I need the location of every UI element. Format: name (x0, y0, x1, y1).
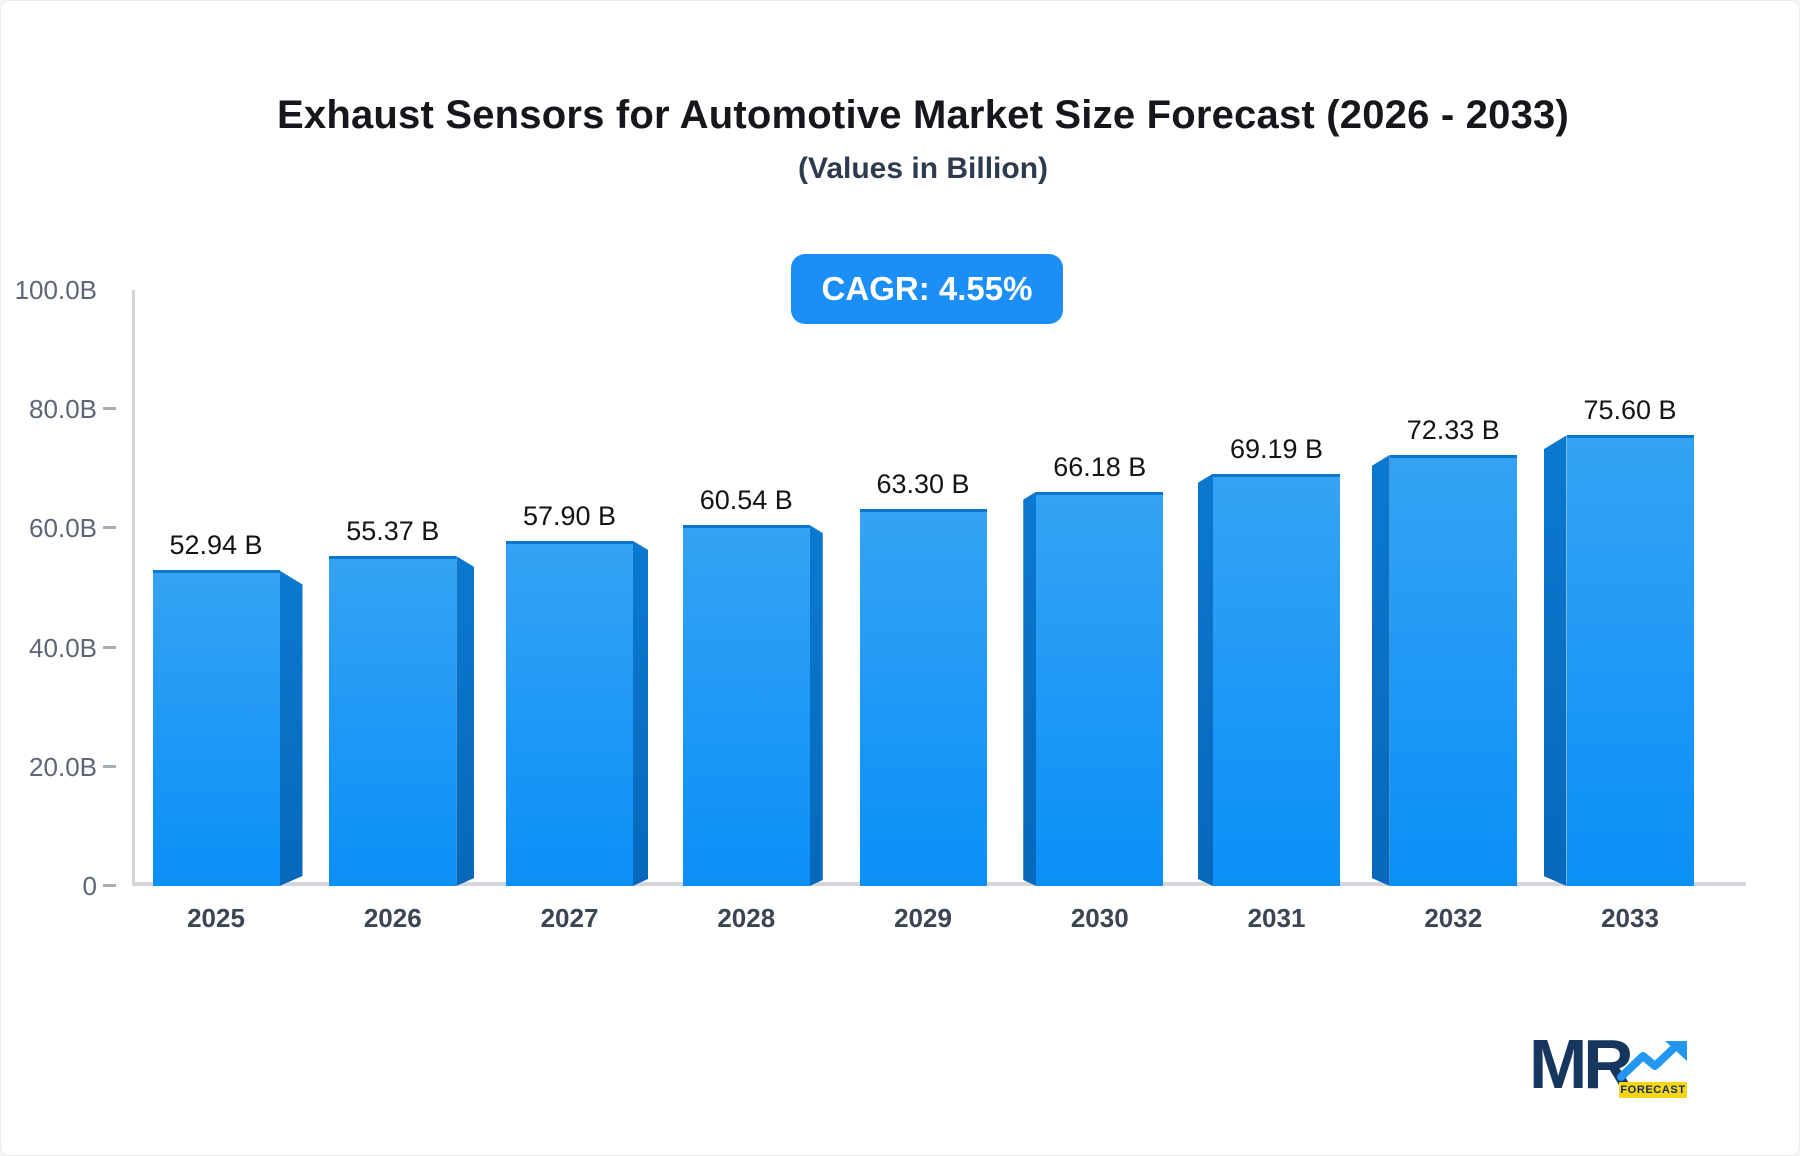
brand-logo: MR FORECAST (1529, 1029, 1699, 1103)
bar-2031 (1213, 473, 1340, 886)
bar-side-2030 (1023, 492, 1036, 886)
bar-2026 (329, 555, 457, 886)
bar-side-2028 (810, 525, 823, 886)
y-axis-tick-label: 20.0B (29, 751, 97, 782)
y-axis-tick-label: 0 (82, 871, 97, 901)
bar-side-2032 (1372, 455, 1390, 886)
y-axis-tick (103, 645, 116, 649)
y-axis-tick (103, 526, 116, 530)
x-axis-label: 2025 (187, 903, 245, 933)
bar-side-2026 (456, 556, 474, 886)
y-axis-tick (103, 884, 116, 887)
bar-value-label: 57.90 B (522, 500, 617, 531)
bar-value-label: 69.19 B (1229, 433, 1324, 464)
y-axis-tick-label: 80.0B (29, 394, 97, 425)
y-axis (132, 290, 135, 886)
logo-text: MR (1529, 1025, 1634, 1103)
bar-side-2033 (1544, 435, 1567, 886)
bar-value-label: 52.94 B (169, 530, 263, 561)
bar-2033 (1566, 435, 1694, 886)
bar-value-label: 72.33 B (1406, 414, 1500, 445)
x-axis-label: 2031 (1247, 903, 1306, 933)
bar-2029 (859, 508, 987, 886)
x-axis-label: 2030 (1070, 903, 1129, 933)
bar-value-label: 55.37 B (346, 515, 440, 546)
x-axis-label: 2028 (717, 903, 776, 933)
bar-2025 (152, 570, 280, 886)
cagr-badge: CAGR: 4.55% (791, 254, 1063, 324)
bar-value-label: 60.54 B (699, 485, 793, 516)
x-axis-label: 2029 (894, 903, 952, 933)
chart-subtitle: (Values in Billion) (797, 152, 1049, 185)
y-axis-tick-label: 100.0B (14, 275, 97, 305)
y-axis-tick-label: 60.0B (29, 513, 97, 544)
bar-2032 (1389, 454, 1517, 886)
x-axis-label: 2026 (363, 903, 422, 933)
x-axis-label: 2027 (540, 903, 599, 933)
bar-side-2025 (280, 570, 303, 886)
logo-arrow-head (1665, 1041, 1687, 1061)
logo-arrow-line (1617, 1043, 1679, 1081)
bar-side-2031 (1198, 474, 1213, 886)
logo-forecast-label: FORECAST (1619, 1082, 1687, 1098)
chart-title: Exhaust Sensors for Automotive Market Si… (277, 93, 1569, 137)
logo-arrow-icon (1617, 1041, 1687, 1081)
bar-2028 (682, 525, 810, 886)
bar-side-2027 (633, 541, 648, 886)
bar-value-label: 75.60 B (1583, 395, 1677, 426)
bar-2030 (1036, 491, 1164, 886)
y-axis-tick (103, 407, 116, 411)
x-axis-label: 2032 (1424, 903, 1483, 933)
bar-value-label: 63.30 B (876, 468, 970, 499)
y-axis-tick (103, 764, 116, 768)
bar-2027 (506, 540, 633, 886)
x-axis-label: 2033 (1601, 903, 1659, 933)
chart-header: Exhaust Sensors for Automotive Market Si… (47, 93, 1799, 186)
bar-value-label: 66.18 B (1053, 451, 1147, 482)
y-axis-tick-label: 40.0B (29, 632, 97, 663)
